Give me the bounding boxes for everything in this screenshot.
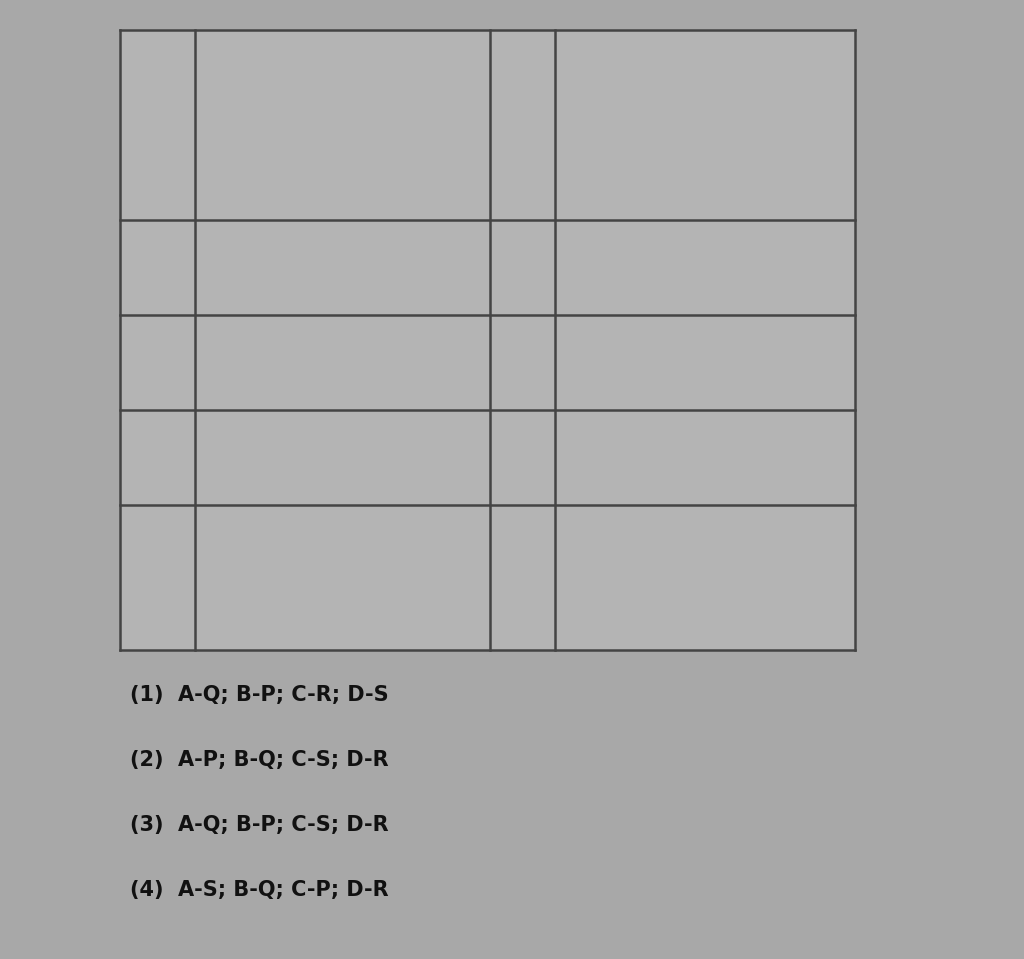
Text: B: B xyxy=(150,353,166,372)
Text: (3)  A-Q; B-P; C-S; D-R: (3) A-Q; B-P; C-S; D-R xyxy=(130,815,389,835)
Text: $\mathbf{[CoF_6]^{3-}}$: $\mathbf{[CoF_6]^{3-}}$ xyxy=(213,563,313,592)
Text: S: S xyxy=(514,568,530,588)
Text: $\mathbf{[Ni(NH_3)_6]^{2+}}$: $\mathbf{[Ni(NH_3)_6]^{2+}}$ xyxy=(213,253,358,282)
Text: Column-II: Column-II xyxy=(569,48,689,68)
Text: 0: 0 xyxy=(585,258,601,277)
Text: D: D xyxy=(148,568,167,588)
Text: (4)  A-S; B-Q; C-P; D-R: (4) A-S; B-Q; C-P; D-R xyxy=(130,880,389,900)
Text: (1)  A-Q; B-P; C-R; D-S: (1) A-Q; B-P; C-R; D-S xyxy=(130,685,389,705)
Text: P: P xyxy=(514,258,530,277)
Text: 4: 4 xyxy=(585,448,600,467)
Text: $\mathbf{[Co(NH_3)_6]^{3+}}$: $\mathbf{[Co(NH_3)_6]^{3+}}$ xyxy=(213,348,364,377)
Text: 2: 2 xyxy=(585,353,600,372)
Text: (Unpaired: (Unpaired xyxy=(569,103,686,123)
Text: Column-I: Column-I xyxy=(207,48,318,68)
Text: Electrons): Electrons) xyxy=(569,153,688,173)
Text: Q: Q xyxy=(513,353,532,372)
Text: 1: 1 xyxy=(585,568,600,588)
Text: C: C xyxy=(150,448,166,467)
Text: R: R xyxy=(514,448,531,467)
Text: (2)  A-P; B-Q; C-S; D-R: (2) A-P; B-Q; C-S; D-R xyxy=(130,750,389,770)
Text: $\mathbf{[Fe(CN)_6]^{3-}}$: $\mathbf{[Fe(CN)_6]^{3-}}$ xyxy=(213,443,349,472)
Text: A: A xyxy=(148,258,166,277)
